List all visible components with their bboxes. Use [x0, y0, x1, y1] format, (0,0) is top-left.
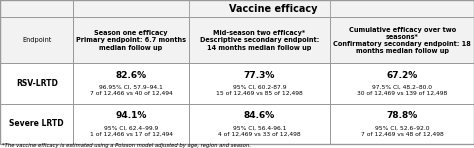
Bar — [0, 17, 73, 63]
Text: *The vaccine efficacy is estimated using a Poisson model adjusted by age, region: *The vaccine efficacy is estimated using… — [2, 143, 251, 148]
Text: Cumulative efficacy over two
seasons*
Confirmatory secondary endpoint: 18
months: Cumulative efficacy over two seasons* Co… — [333, 26, 471, 54]
Bar — [73, 104, 189, 144]
Text: 67.2%: 67.2% — [387, 71, 418, 80]
Bar — [330, 104, 474, 144]
Bar — [189, 17, 330, 63]
Text: 84.6%: 84.6% — [244, 111, 275, 120]
Text: Severe LRTD: Severe LRTD — [9, 119, 64, 128]
Bar — [73, 17, 189, 63]
Text: Endpoint: Endpoint — [22, 37, 51, 43]
Text: 95% CI, 52.6–92.0
7 of 12,469 vs 48 of 12,498: 95% CI, 52.6–92.0 7 of 12,469 vs 48 of 1… — [361, 126, 444, 136]
Bar — [189, 63, 330, 104]
Text: 95% CI, 60.2-87.9
15 of 12,469 vs 85 of 12,498: 95% CI, 60.2-87.9 15 of 12,469 vs 85 of … — [216, 85, 303, 96]
Text: 95% CI, 62.4–99.9
1 of 12,466 vs 17 of 12,494: 95% CI, 62.4–99.9 1 of 12,466 vs 17 of 1… — [90, 126, 173, 136]
Text: RSV-LRTD: RSV-LRTD — [16, 79, 58, 88]
Bar — [0, 104, 73, 144]
Text: 96.95% CI, 57.9–94.1
7 of 12,466 vs 40 of 12,494: 96.95% CI, 57.9–94.1 7 of 12,466 vs 40 o… — [90, 85, 173, 96]
Bar — [330, 63, 474, 104]
Text: 78.8%: 78.8% — [387, 111, 418, 120]
Bar — [330, 17, 474, 63]
Text: 94.1%: 94.1% — [115, 111, 147, 120]
Bar — [0, 0, 73, 17]
Bar — [0, 63, 73, 104]
Bar — [73, 63, 189, 104]
Text: 77.3%: 77.3% — [244, 71, 275, 80]
Text: Mid-season two efficacy*
Descriptive secondary endpoint:
14 months median follow: Mid-season two efficacy* Descriptive sec… — [200, 30, 319, 51]
Bar — [189, 104, 330, 144]
Text: 97.5% CI, 48.2–80.0
30 of 12,469 vs 139 of 12,498: 97.5% CI, 48.2–80.0 30 of 12,469 vs 139 … — [357, 85, 447, 96]
Text: 82.6%: 82.6% — [116, 71, 146, 80]
Text: Vaccine efficacy: Vaccine efficacy — [229, 4, 318, 14]
Bar — [73, 0, 474, 17]
Text: Season one efficacy
Primary endpoint: 6.7 months
median follow up: Season one efficacy Primary endpoint: 6.… — [76, 30, 186, 51]
Text: 95% CI, 56.4-96.1
4 of 12,469 vs 33 of 12,498: 95% CI, 56.4-96.1 4 of 12,469 vs 33 of 1… — [218, 126, 301, 136]
